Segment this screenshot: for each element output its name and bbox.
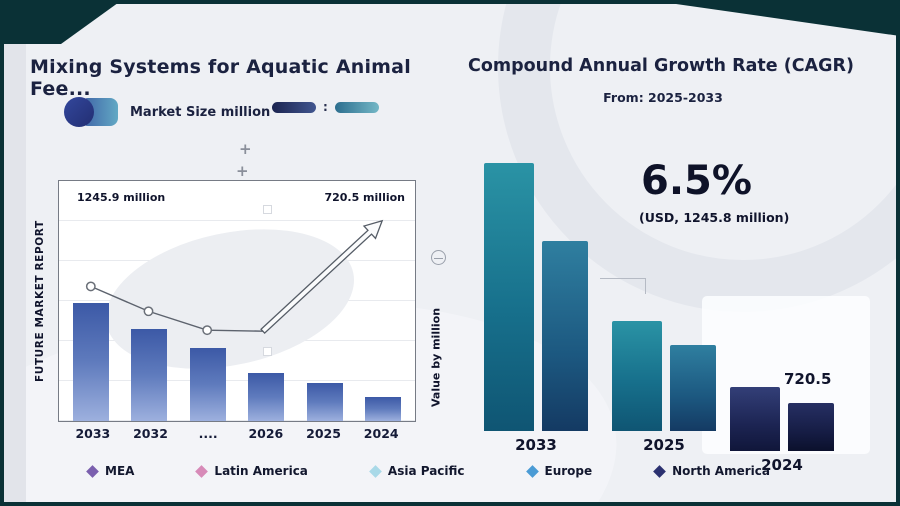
left-x-label: 2026 (248, 426, 284, 441)
left-bar-2024 (364, 397, 401, 421)
legend-diamond-icon (525, 464, 539, 478)
right-chart-subtitle: From: 2025-2033 (603, 90, 723, 105)
legend-item-europe: Europe (525, 464, 593, 478)
left-x-label: 2025 (306, 426, 341, 441)
left-bars (59, 303, 415, 421)
left-bar-2032 (131, 328, 168, 421)
comparison-pills: : (272, 100, 379, 114)
teal-pill-icon (334, 101, 379, 113)
legend-item-asia-pacific: Asia Pacific (369, 464, 465, 478)
square-decor (263, 347, 272, 356)
legend-diamond-icon (195, 464, 209, 478)
circle-minus-icon (431, 250, 446, 265)
legend-item-mea: MEA (86, 464, 135, 478)
bracket-decor (600, 278, 646, 294)
left-bar-2025 (306, 383, 343, 421)
right-bar-2033-2 (542, 241, 588, 431)
legend-market-size-label: Market Size million (130, 104, 271, 120)
legend-label: Asia Pacific (387, 464, 465, 478)
legend-diamond-icon (369, 464, 382, 478)
left-bar-2026 (248, 372, 285, 421)
square-decor (263, 205, 272, 214)
right-bar-2033-1 (484, 163, 534, 431)
cylinder-icon (64, 97, 120, 127)
plus-decor: + (239, 140, 252, 158)
left-chart-title: Mixing Systems for Aquatic Animal Fee... (30, 56, 411, 100)
right-bar-2024-1 (730, 387, 780, 451)
right-x-label: 2033 (515, 436, 557, 454)
legend-item-latin-america: Latin America (195, 464, 308, 478)
right-bar-group-2025: 2025 (612, 321, 716, 454)
cagr-percentage: 6.5% (641, 158, 752, 204)
legend-label: Latin America (214, 464, 308, 478)
right-plot: 720.5 2033 2025 2024 (470, 160, 880, 474)
right-vertical-axis-label: Value by million (429, 307, 443, 407)
cagr-usd-note: (USD, 1245.8 million) (639, 210, 790, 225)
left-chart-legend: Market Size million (64, 96, 270, 128)
right-bar-2025-1 (612, 321, 662, 431)
annotation-2024-value: 720.5 million (324, 191, 405, 204)
left-vertical-axis-label: FUTURE MARKET REPORT (34, 220, 46, 382)
legend-item-north-america: North America (653, 464, 770, 478)
left-x-label: .... (198, 426, 218, 441)
left-x-label: 2032 (133, 426, 168, 441)
left-x-label: 2033 (75, 426, 111, 441)
corner-accent-top-left (0, 0, 122, 44)
left-gray-band (4, 4, 26, 502)
plus-decor: + (236, 162, 249, 180)
right-bar-2025-2 (670, 345, 716, 431)
left-bar-.... (189, 347, 226, 421)
left-x-labels: 2033 2032.... 2026 2025 2024 (58, 426, 416, 441)
navy-pill-icon (272, 101, 316, 113)
legend-diamond-icon (86, 464, 99, 478)
legend-diamond-icon (653, 464, 667, 478)
bottom-legend: MEA Latin America Asia Pacific Europe North … (86, 464, 770, 478)
value-label-720: 720.5 (784, 370, 832, 388)
right-bar-group-2033: 2033 (484, 163, 588, 454)
right-x-label: 2025 (643, 436, 685, 454)
left-bar-2033 (73, 303, 109, 421)
right-x-label: 2024 (761, 456, 803, 474)
legend-label: Europe (544, 464, 593, 478)
annotation-2033-value: 1245.9 million (77, 191, 166, 204)
right-bar-2024-2 (788, 403, 834, 451)
pill-separator: : (323, 100, 328, 114)
legend-label: MEA (105, 464, 135, 478)
right-chart-title: Compound Annual Growth Rate (CAGR) (468, 56, 854, 76)
left-x-label: 2024 (363, 426, 399, 441)
legend-label: North America (672, 464, 770, 478)
left-bar-chart: 1245.9 million 720.5 million (58, 180, 416, 422)
right-bar-group-2024: 2024 (730, 387, 834, 474)
